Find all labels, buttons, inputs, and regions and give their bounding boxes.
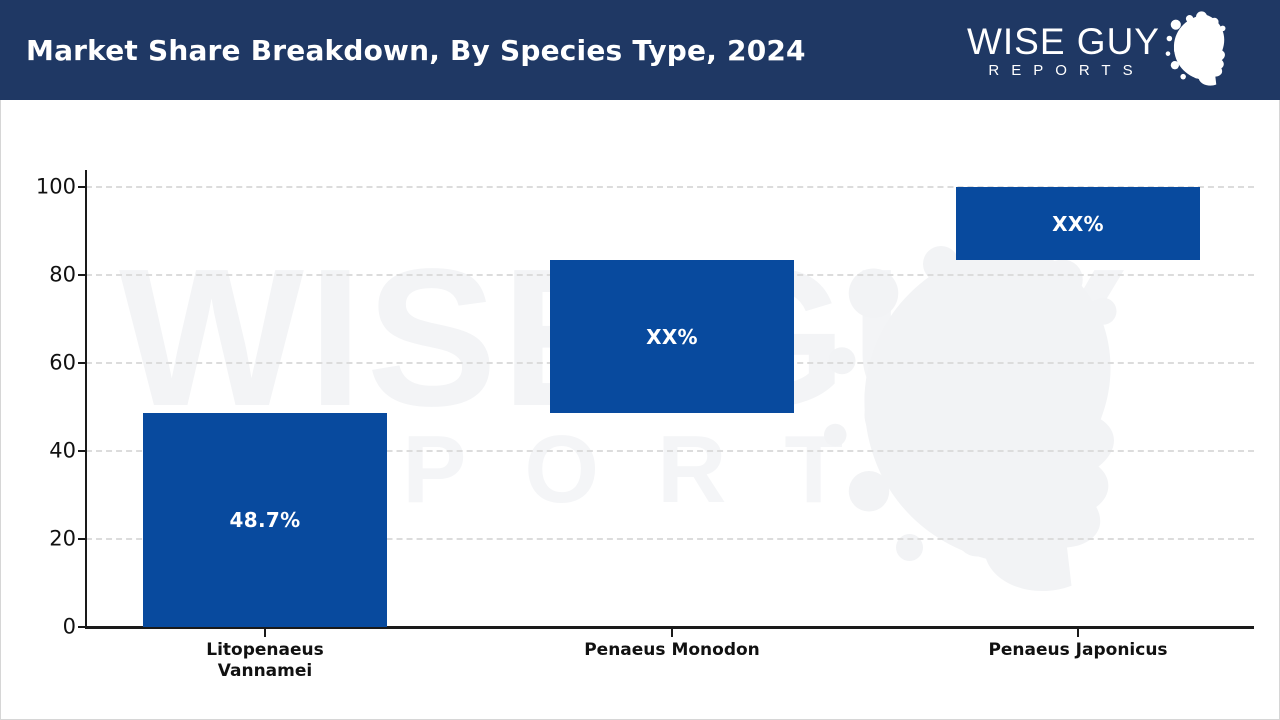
waterfall-bar: XX% bbox=[550, 260, 794, 413]
y-tick-mark bbox=[78, 626, 86, 628]
x-tick-mark bbox=[671, 629, 673, 637]
x-category-label: Penaeus Japonicus bbox=[988, 640, 1168, 660]
y-tick-label: 40 bbox=[49, 438, 76, 463]
bar-value-label: 48.7% bbox=[229, 507, 301, 532]
waterfall-bar: 48.7% bbox=[143, 412, 387, 627]
x-tick-mark bbox=[1077, 629, 1079, 637]
x-category-label: Litopenaeus Vannamei bbox=[206, 640, 324, 682]
y-tick-label: 0 bbox=[62, 614, 76, 639]
x-axis-line bbox=[85, 626, 1254, 629]
y-tick-mark bbox=[78, 450, 86, 452]
y-tick-label: 60 bbox=[49, 350, 76, 375]
header: Market Share Breakdown, By Species Type,… bbox=[0, 0, 1280, 100]
plot-area: 0 20 40 60 80 100 48.7% XX% XX% Litopenaeus Vanna… bbox=[1, 100, 1279, 719]
gridline bbox=[86, 538, 1254, 540]
x-category-label: Penaeus Monodon bbox=[584, 640, 760, 660]
wiseguy-logo: WISE GUY REPORTS bbox=[967, 8, 1254, 92]
y-tick-mark bbox=[78, 538, 86, 540]
y-tick-label: 20 bbox=[49, 526, 76, 551]
logo-subtext: REPORTS bbox=[988, 61, 1145, 79]
y-tick-mark bbox=[78, 274, 86, 276]
waterfall-bar: XX% bbox=[956, 187, 1200, 261]
y-tick-mark bbox=[78, 362, 86, 364]
gridline bbox=[86, 186, 1254, 188]
x-tick-mark bbox=[264, 629, 266, 637]
bar-value-label: XX% bbox=[1052, 211, 1104, 236]
gridline bbox=[86, 450, 1254, 452]
chart-canvas: WISE GUY REPORTS 0 20 40 60 80 100 48.7% XX% XX%… bbox=[0, 100, 1280, 720]
logo-wordmark: WISE GUY bbox=[966, 20, 1160, 62]
y-axis-line bbox=[85, 170, 87, 629]
chart-title: Market Share Breakdown, By Species Type,… bbox=[26, 33, 806, 67]
logo-head-icon bbox=[1165, 11, 1226, 86]
y-tick-label: 100 bbox=[35, 174, 76, 199]
bar-value-label: XX% bbox=[646, 324, 698, 349]
logo-text: WISE GUY REPORTS bbox=[967, 23, 1160, 78]
y-tick-mark bbox=[78, 186, 86, 188]
y-tick-label: 80 bbox=[49, 262, 76, 287]
